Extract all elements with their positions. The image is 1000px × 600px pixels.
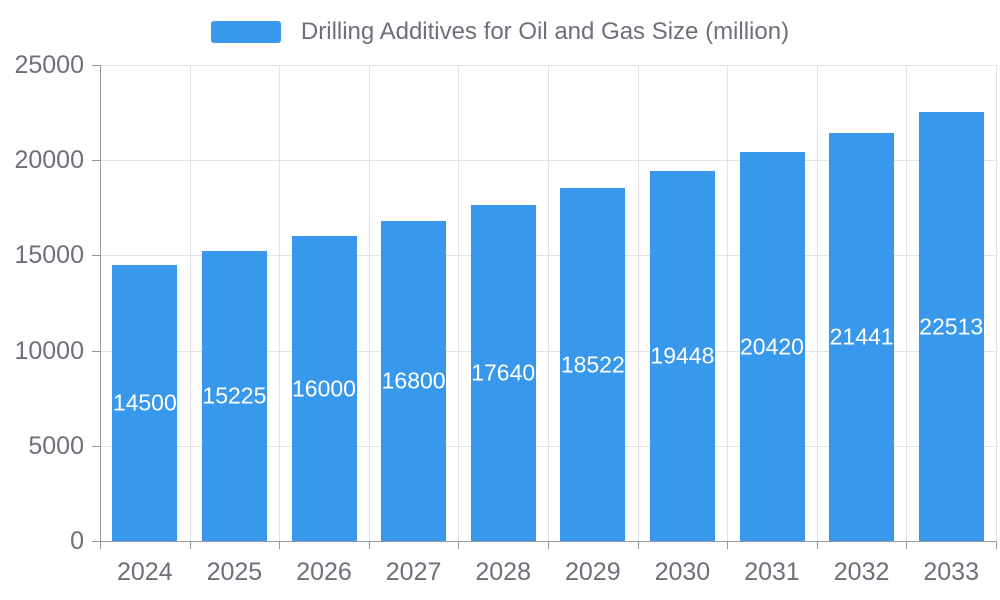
bar-2029[interactable]: 18522 bbox=[560, 188, 626, 541]
x-axis-tick bbox=[279, 541, 281, 549]
bar-value-label: 22513 bbox=[919, 313, 984, 340]
chart-legend[interactable]: Drilling Additives for Oil and Gas Size … bbox=[0, 15, 1000, 49]
x-axis-tick-label: 2026 bbox=[296, 558, 352, 586]
y-axis-line bbox=[100, 65, 101, 541]
x-axis-tick bbox=[458, 541, 460, 549]
gridline-vertical bbox=[548, 65, 549, 541]
y-axis-tick-label: 5000 bbox=[28, 431, 84, 460]
y-axis-tick bbox=[92, 541, 100, 542]
y-axis-tick bbox=[92, 255, 100, 257]
x-axis-tick bbox=[100, 541, 101, 549]
x-axis-tick bbox=[189, 541, 191, 549]
gridline-vertical bbox=[458, 65, 460, 541]
y-axis-tick bbox=[92, 445, 100, 447]
bar-2032[interactable]: 21441 bbox=[829, 132, 895, 541]
bar-2033[interactable]: 22513 bbox=[918, 112, 984, 541]
x-axis-tick-label: 2024 bbox=[116, 558, 173, 586]
x-axis-tick bbox=[816, 541, 818, 549]
gridline-vertical bbox=[996, 65, 997, 541]
bar-2028[interactable]: 17640 bbox=[470, 205, 536, 541]
bar-value-label: 16000 bbox=[292, 375, 356, 402]
legend-label: Drilling Additives for Oil and Gas Size … bbox=[300, 18, 790, 45]
x-axis-tick-label: 2027 bbox=[385, 558, 442, 586]
bar-value-label: 14500 bbox=[112, 389, 177, 416]
x-axis-tick-label: 2032 bbox=[833, 558, 890, 586]
gridline-vertical bbox=[189, 65, 191, 541]
gridline-vertical bbox=[906, 65, 908, 541]
bar-value-label: 16800 bbox=[381, 367, 446, 394]
bar-2026[interactable]: 16000 bbox=[291, 236, 357, 541]
x-axis-tick bbox=[548, 541, 549, 549]
bar-2025[interactable]: 15225 bbox=[201, 251, 267, 541]
x-axis-tick-label: 2025 bbox=[206, 558, 263, 586]
x-axis-tick-label: 2033 bbox=[923, 558, 979, 586]
y-axis-tick-label: 25000 bbox=[14, 51, 84, 79]
y-axis-tick-label: 10000 bbox=[14, 336, 84, 365]
bar-value-label: 18522 bbox=[560, 351, 625, 378]
gridline-vertical bbox=[637, 65, 639, 541]
x-axis-tick bbox=[906, 541, 908, 549]
y-axis-tick-label: 20000 bbox=[14, 146, 84, 175]
x-axis-tick bbox=[727, 541, 729, 549]
bar-2031[interactable]: 20420 bbox=[739, 152, 805, 541]
legend-swatch bbox=[210, 21, 281, 43]
y-axis-tick bbox=[92, 65, 100, 66]
bar-value-label: 21441 bbox=[829, 323, 894, 350]
y-axis-tick bbox=[92, 350, 100, 352]
bar-value-label: 15225 bbox=[202, 382, 267, 409]
bar-2030[interactable]: 19448 bbox=[649, 170, 715, 541]
x-axis-tick-label: 2028 bbox=[475, 558, 531, 586]
gridline-vertical bbox=[816, 65, 818, 541]
y-axis-tick-label: 0 bbox=[70, 527, 84, 555]
x-axis-tick-label: 2030 bbox=[654, 558, 711, 586]
bar-2024[interactable]: 14500 bbox=[112, 264, 178, 541]
gridline-vertical bbox=[368, 65, 370, 541]
y-axis-tick bbox=[92, 160, 100, 162]
x-axis-tick-label: 2031 bbox=[744, 558, 800, 586]
bar-value-label: 19448 bbox=[650, 342, 715, 369]
bar-value-label: 20420 bbox=[740, 333, 804, 360]
x-axis-tick bbox=[637, 541, 639, 549]
bar-value-label: 17640 bbox=[471, 359, 536, 386]
y-axis-tick-label: 15000 bbox=[14, 241, 84, 270]
bar-2027[interactable]: 16800 bbox=[381, 221, 447, 541]
x-axis-tick bbox=[368, 541, 370, 549]
gridline-vertical bbox=[279, 65, 281, 541]
gridline-vertical bbox=[727, 65, 729, 541]
x-axis-tick-label: 2029 bbox=[564, 558, 621, 586]
x-axis-tick bbox=[996, 541, 997, 549]
